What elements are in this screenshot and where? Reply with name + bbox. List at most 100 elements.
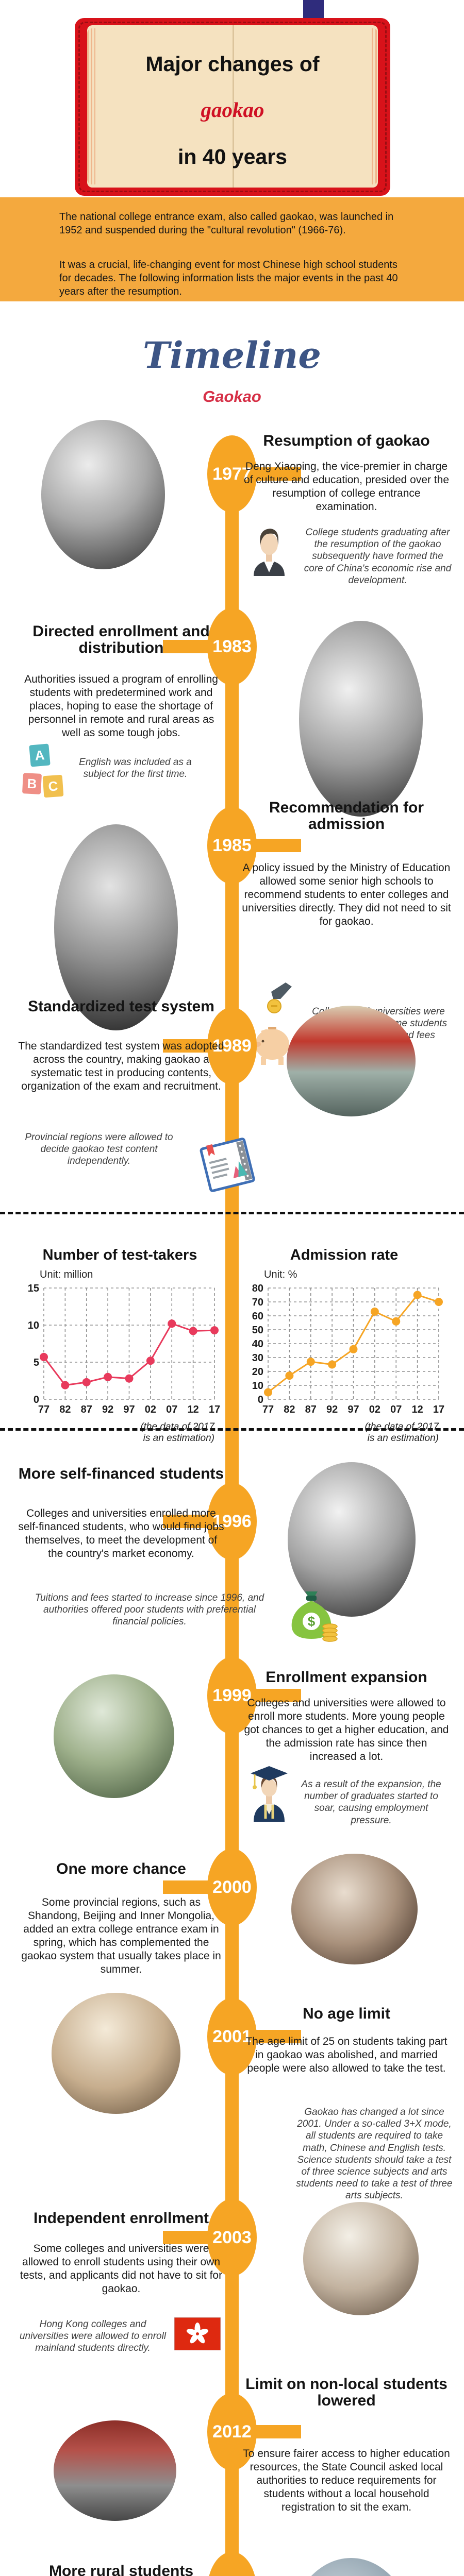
year-badge: 1985	[207, 807, 257, 884]
event-body-2003: Some colleges and universities were allo…	[20, 2243, 223, 2295]
photo-1999-students-walking	[54, 1674, 174, 1798]
test-booklet-icon	[200, 1138, 255, 1192]
timeline-subheading: Gaokao	[203, 387, 261, 405]
event-title-1983: Directed enrollment and distribution	[32, 623, 210, 657]
timeline-node-2003: 2003	[163, 2199, 257, 2276]
svg-text:0: 0	[34, 1394, 39, 1405]
event-title-2001: No age limit	[302, 2005, 391, 2022]
year-badge: 2012	[207, 2393, 257, 2470]
year-badge: 1996	[207, 1483, 257, 1560]
photo-1989-school-gate-banner	[287, 1006, 416, 1116]
event-body-2012: To ensure fairer access to higher educat…	[243, 2448, 450, 2514]
timeline-node-2015: 2015	[207, 2552, 257, 2576]
svg-text:15: 15	[28, 1283, 39, 1294]
photo-1996-street-scene	[288, 1462, 416, 1617]
book-spine	[233, 25, 234, 188]
chart-test-takers: Number of test-takers Unit: million 0 5 10…	[18, 1247, 222, 1444]
photo-2003-classroom	[303, 2202, 419, 2315]
book-stitch-border	[78, 22, 387, 192]
graduate-avatar-icon	[251, 1766, 288, 1822]
svg-text:60: 60	[252, 1311, 263, 1322]
timeline-node-1989: 1989	[163, 1007, 257, 1084]
timeline-node-1983: 1983	[163, 608, 257, 685]
timeline-node-1996: 1996	[163, 1483, 257, 1560]
svg-text:0: 0	[258, 1394, 263, 1405]
node-connector	[163, 1039, 210, 1053]
timeline-node-2012: 2012	[207, 2393, 301, 2470]
svg-text:20: 20	[252, 1366, 263, 1378]
node-connector	[163, 640, 210, 653]
main-title-line3: in 40 years	[178, 145, 287, 168]
svg-text:07: 07	[166, 1404, 177, 1415]
svg-text:12: 12	[412, 1404, 423, 1415]
event-title-1996: More self-financed students	[18, 1465, 224, 1482]
svg-text:77: 77	[262, 1404, 274, 1415]
line-chart-test-takers: 0 5 10 15 77 82 87 92 97 02 07 12 17	[28, 1283, 220, 1415]
intro-band: The national college entrance exam, also…	[0, 197, 464, 301]
event-caption-2003: Hong Kong colleges and universities were…	[19, 2319, 167, 2354]
book-illustration: Major changes of gaokao in 40 years	[75, 18, 390, 196]
svg-text:97: 97	[347, 1404, 359, 1415]
svg-text:02: 02	[369, 1404, 380, 1415]
event-title-2003: Independent enrollment	[33, 2210, 209, 2227]
node-connector	[254, 839, 301, 852]
chart-unit-label: Unit: %	[264, 1269, 297, 1280]
event-caption-1977: College students graduating after the re…	[304, 527, 452, 586]
event-title-1977: Resumption of gaokao	[263, 432, 430, 449]
node-connector	[163, 2231, 210, 2244]
year-badge: 1989	[207, 1007, 257, 1084]
chart-note: (the data of 2017 is an estimation)	[140, 1421, 214, 1444]
hong-kong-flag-icon	[174, 2317, 221, 2350]
photo-2000-exam-room	[291, 1854, 418, 1964]
svg-text:40: 40	[252, 1338, 263, 1350]
chart-admission-rate: Admission rate Unit: % 0 10 20 30 40 50 60 70 80…	[242, 1247, 446, 1444]
photo-2001-elderly-examinee	[52, 1993, 180, 2114]
event-title-2012: Limit on non-local students lowered	[245, 2376, 448, 2410]
main-title-line2: gaokao	[201, 98, 264, 122]
event-body-1985: A policy issued by the Ministry of Educa…	[242, 862, 451, 928]
photo-1977-exam-classroom	[41, 420, 165, 569]
event-body-2000: Some provincial regions, such as Shandon…	[21, 1896, 221, 1976]
event-body-1996: Colleges and universities enrolled more …	[18, 1507, 224, 1560]
student-avatar-icon	[254, 529, 285, 576]
year-badge: 1999	[207, 1657, 257, 1734]
timeline-node-2000: 2000	[163, 1849, 257, 1926]
chart-title: Number of test-takers	[42, 1247, 197, 1263]
svg-text:10: 10	[252, 1380, 263, 1392]
svg-text:12: 12	[188, 1404, 199, 1415]
svg-text:10: 10	[28, 1320, 39, 1331]
svg-text:5: 5	[34, 1357, 39, 1368]
event-caption-2001: Gaokao has changed a lot since 2001. Und…	[296, 2107, 453, 2201]
piggy-bank-icon	[255, 982, 292, 1065]
svg-text:77: 77	[38, 1404, 49, 1415]
dashed-divider-top	[0, 1212, 464, 1214]
node-connector	[254, 2425, 301, 2438]
svg-text:50: 50	[252, 1325, 263, 1336]
svg-text:87: 87	[81, 1404, 92, 1415]
node-connector	[163, 1880, 210, 1894]
svg-text:07: 07	[390, 1404, 402, 1415]
intro-paragraph-1: The national college entrance exam, also…	[59, 211, 394, 236]
chart-title: Admission rate	[290, 1247, 399, 1263]
svg-text:82: 82	[284, 1404, 295, 1415]
photo-1985-study-hall	[54, 824, 178, 1030]
photo-2015-crowd	[287, 2558, 416, 2576]
svg-text:30: 30	[252, 1352, 263, 1364]
svg-text:02: 02	[145, 1404, 156, 1415]
photo-1983-students-group	[299, 621, 423, 817]
year-badge: 2000	[207, 1849, 257, 1926]
svg-text:80: 80	[252, 1283, 263, 1294]
event-title-1985: Recommendation for admission	[269, 799, 424, 833]
node-connector	[254, 467, 301, 481]
money-bag-icon: $	[291, 1591, 338, 1642]
svg-text:97: 97	[123, 1404, 135, 1415]
main-title-line1: Major changes of	[145, 52, 320, 76]
event-caption-1996: Tuitions and fees started to increase si…	[35, 1592, 264, 1628]
svg-text:17: 17	[209, 1404, 220, 1415]
svg-text:92: 92	[102, 1404, 113, 1415]
year-badge: 2001	[207, 1998, 257, 2075]
event-title-2000: One more chance	[56, 1860, 186, 1877]
photo-2012-students-banner	[54, 2420, 176, 2521]
page-edge-right	[370, 28, 378, 184]
